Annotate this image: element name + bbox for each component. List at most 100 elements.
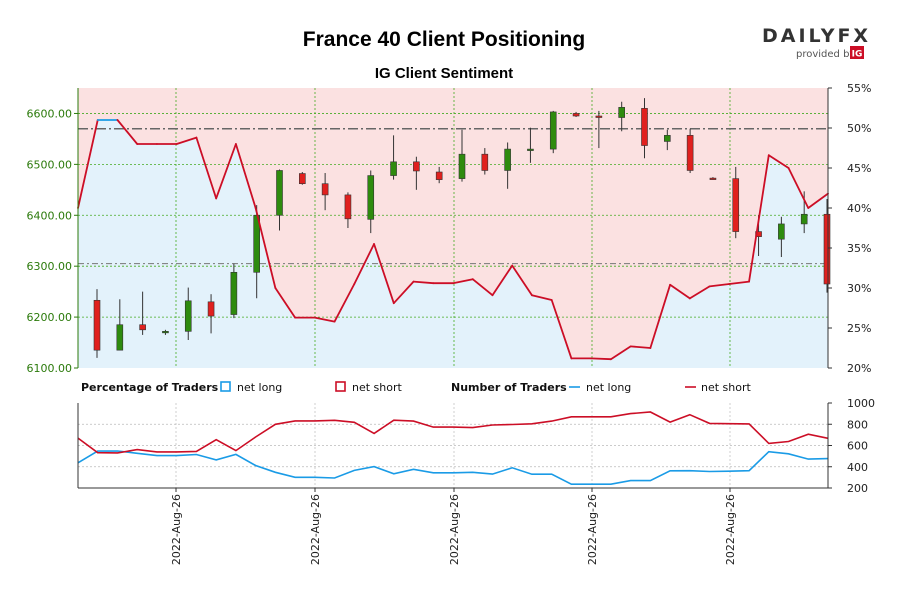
traders-tick-label: 400 <box>847 461 868 474</box>
chart-subtitle: IG Client Sentiment <box>375 65 513 82</box>
pct-line-segment <box>767 154 790 169</box>
left-tick-label: 6200.00 <box>27 311 73 324</box>
candle-body-down <box>709 177 717 180</box>
candle-body-down <box>93 299 101 351</box>
candle <box>709 177 717 180</box>
candle-body-down <box>481 153 489 171</box>
candle <box>481 148 489 175</box>
net-short-count-line <box>77 411 829 454</box>
chart-title: France 40 Client Positioning <box>303 28 585 51</box>
candle <box>641 98 648 159</box>
candle <box>139 291 146 335</box>
candle <box>732 166 740 239</box>
x-tick-label: 2022-Aug-26 <box>586 494 599 565</box>
candle <box>618 101 625 132</box>
net-long-zone <box>78 120 828 368</box>
right-tick-label: 45% <box>847 162 871 175</box>
x-tick-label: 2022-Aug-26 <box>724 494 737 565</box>
pct-line-segment <box>353 243 375 285</box>
candle-body-down <box>344 194 352 220</box>
candle <box>321 173 329 211</box>
candle <box>504 142 511 189</box>
pct-line-segment <box>412 280 435 285</box>
pct-line-segment <box>313 316 336 323</box>
candle-body-up <box>276 170 283 216</box>
x-axis-labels: 2022-Aug-26 2022-Aug-26 2022-Aug-26 2022-Au… <box>170 488 737 565</box>
candle-body-down <box>595 115 603 118</box>
candle <box>207 294 215 334</box>
dailyfx-logo: DAILYFX provided by IG <box>762 25 871 60</box>
left-tick-label: 6500.00 <box>27 158 73 171</box>
reference-levels <box>78 127 828 265</box>
pct-line-segment <box>609 345 632 361</box>
pct-line-segment <box>550 299 573 360</box>
candle-body-up <box>800 213 808 225</box>
candle-body-down <box>572 113 580 117</box>
candle <box>162 329 169 335</box>
left-tick-label: 6600.00 <box>27 107 73 120</box>
candle <box>299 172 306 185</box>
candle-body-up <box>778 223 785 240</box>
candle <box>276 169 283 231</box>
pct-line-segment <box>274 287 297 319</box>
pct-line-segment <box>116 119 139 145</box>
pct-line-segment <box>77 119 99 209</box>
legend-net-long-box <box>220 381 231 392</box>
candle-body-up <box>116 324 124 351</box>
left-tick-label: 6100.00 <box>27 362 73 375</box>
candle-body-up <box>390 161 397 176</box>
provided-by-text: provided by <box>796 49 855 60</box>
candle-body-up <box>618 107 625 118</box>
pct-line-segment <box>807 192 829 209</box>
candle-body-up <box>527 148 534 151</box>
pct-line-segment <box>688 285 711 300</box>
right-tick-label: 35% <box>847 242 871 255</box>
pct-line-segment <box>649 283 672 349</box>
x-tick-label: 2022-Aug-26 <box>448 494 461 565</box>
candle-body-down <box>299 173 306 185</box>
net-long-percentage-line <box>77 119 829 361</box>
candle-body-down <box>413 161 420 172</box>
pct-line-segment <box>708 283 731 288</box>
candle <box>413 156 420 190</box>
pct-line-segment <box>511 264 533 297</box>
ig-logo-text: IG <box>852 50 863 60</box>
candle-body-down <box>823 213 831 285</box>
legend-percentage-title: Percentage of Traders <box>81 381 219 394</box>
legend: Percentage of Traders net long net short… <box>81 381 752 394</box>
traders-tick-label: 1000 <box>847 397 875 410</box>
pct-line-segment <box>254 207 277 289</box>
candle-body-up <box>458 153 466 179</box>
right-tick-label: 30% <box>847 282 871 295</box>
right-tick-label: 20% <box>847 362 871 375</box>
candle <box>686 128 694 174</box>
pct-line-segment <box>234 143 257 209</box>
pct-line-segment <box>629 345 652 349</box>
legend-net-short-box <box>335 381 346 392</box>
candle <box>230 263 238 319</box>
main-axes: 6100.00 6200.00 6300.00 6400.00 6500.00 6600.… <box>27 82 872 375</box>
pct-line-segment <box>669 283 691 300</box>
traders-tick-label: 800 <box>847 418 868 431</box>
pct-line-segment <box>728 280 750 285</box>
candle <box>595 110 603 149</box>
pct-line-segment <box>333 283 356 323</box>
pct-line-segment <box>215 143 237 200</box>
net-long-count-line <box>77 450 829 486</box>
candle-body-down <box>435 171 443 180</box>
legend-pct-net-short: net short <box>352 381 403 394</box>
pct-line-segment <box>471 278 494 297</box>
dailyfx-logo-text: DAILYFX <box>762 25 871 47</box>
traders-lines <box>77 411 829 486</box>
candle <box>572 111 580 118</box>
candle-body-down <box>139 324 146 331</box>
traders-grid <box>78 403 828 488</box>
candle-body-up <box>184 300 192 332</box>
left-tick-label: 6400.00 <box>27 209 73 222</box>
candle <box>116 299 124 351</box>
pct-line-segment <box>392 280 415 305</box>
candle <box>778 216 785 258</box>
candle <box>664 129 671 151</box>
left-tick-label: 6300.00 <box>27 260 73 273</box>
